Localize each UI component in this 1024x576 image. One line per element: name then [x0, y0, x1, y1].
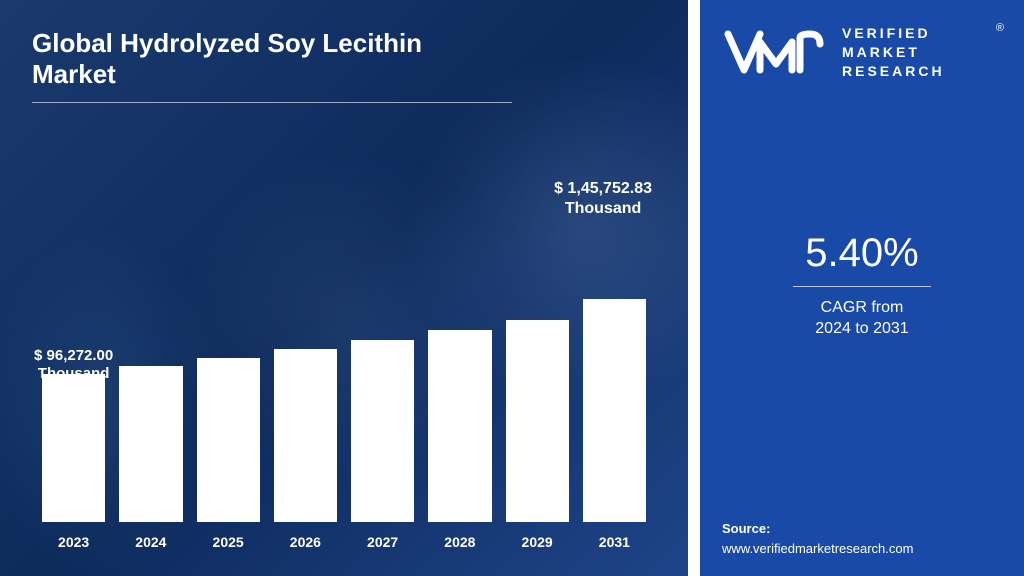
bar-column	[119, 123, 182, 522]
bar	[119, 366, 182, 522]
x-axis-label: 2024	[119, 534, 182, 550]
x-axis-label: 2029	[506, 534, 569, 550]
chart-title: Global Hydrolyzed Soy Lecithin Market	[32, 28, 512, 103]
registered-icon: ®	[996, 22, 1004, 34]
x-axis-labels: 2023 2024 2025 2026 2027 2028 2029 2031	[42, 534, 646, 550]
callout-end-unit: Thousand	[554, 199, 652, 219]
x-axis-label: 2026	[274, 534, 337, 550]
bar	[428, 330, 491, 522]
brand-line3: RESEARCH	[842, 62, 945, 81]
callout-end-value: $ 1,45,752.83	[554, 179, 652, 199]
callout-end: $ 1,45,752.83 Thousand	[554, 179, 652, 219]
logo-mark-icon	[722, 24, 832, 80]
brand-text: VERIFIED MARKET RESEARCH	[842, 24, 945, 81]
callout-start-unit: Thousand	[34, 365, 113, 384]
source-label: Source:	[722, 519, 1002, 539]
x-axis-label: 2031	[583, 534, 646, 550]
bar-column	[351, 123, 414, 522]
bar	[506, 320, 569, 522]
info-panel: VERIFIED MARKET RESEARCH ® 5.40% CAGR fr…	[700, 0, 1024, 576]
callout-start: $ 96,272.00 Thousand	[34, 347, 113, 385]
x-axis-label: 2023	[42, 534, 105, 550]
x-axis-label: 2025	[197, 534, 260, 550]
bar	[351, 340, 414, 522]
source-block: Source: www.verifiedmarketresearch.com	[722, 519, 1002, 558]
source-url: www.verifiedmarketresearch.com	[722, 539, 1002, 559]
bar-column	[428, 123, 491, 522]
bar-column	[197, 123, 260, 522]
x-axis-label: 2027	[351, 534, 414, 550]
x-axis-label: 2028	[428, 534, 491, 550]
bar	[274, 349, 337, 522]
bar-column	[274, 123, 337, 522]
cagr-label-line1: CAGR from	[722, 297, 1002, 319]
bar	[197, 358, 260, 522]
bar-column	[42, 123, 105, 522]
brand-line1: VERIFIED	[842, 24, 945, 43]
panel-divider	[688, 0, 700, 576]
bar-chart: $ 96,272.00 Thousand $ 1,45,752.83 Thous…	[32, 123, 656, 556]
brand-line2: MARKET	[842, 43, 945, 62]
bar	[42, 374, 105, 522]
brand-logo: VERIFIED MARKET RESEARCH ®	[722, 24, 1002, 81]
cagr-label-line2: 2024 to 2031	[722, 318, 1002, 340]
chart-panel: Global Hydrolyzed Soy Lecithin Market $ …	[0, 0, 688, 576]
callout-start-value: $ 96,272.00	[34, 347, 113, 366]
cagr-value: 5.40%	[793, 231, 930, 287]
cagr-block: 5.40% CAGR from 2024 to 2031	[722, 231, 1002, 340]
bar	[583, 299, 646, 522]
cagr-label: CAGR from 2024 to 2031	[722, 297, 1002, 340]
